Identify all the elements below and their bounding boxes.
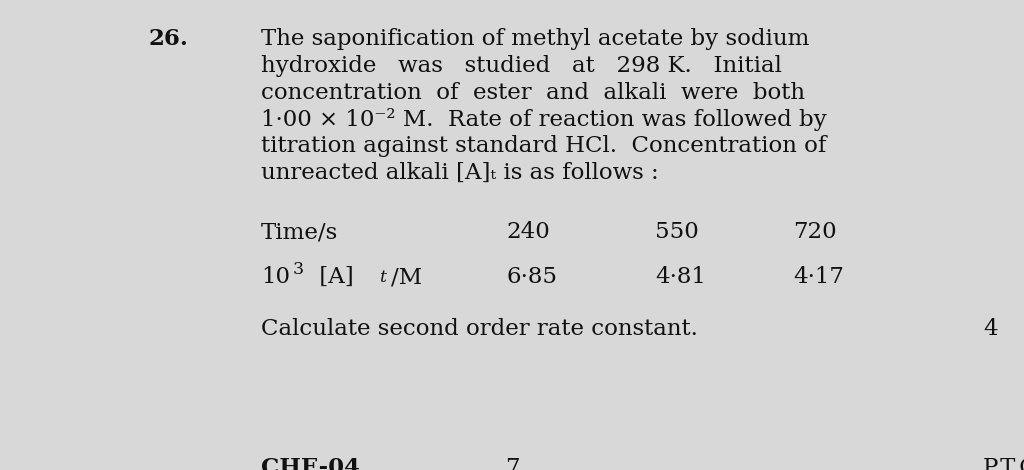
- Text: /M: /M: [391, 266, 422, 288]
- Text: 4·17: 4·17: [794, 266, 845, 288]
- Text: 720: 720: [794, 221, 838, 243]
- Text: titration against standard HCl.  Concentration of: titration against standard HCl. Concentr…: [261, 135, 826, 157]
- Text: CHE-04: CHE-04: [261, 457, 360, 470]
- Text: 10: 10: [261, 266, 290, 288]
- Text: Calculate second order rate constant.: Calculate second order rate constant.: [261, 318, 698, 340]
- Text: 4·81: 4·81: [655, 266, 707, 288]
- Text: The saponification of methyl acetate by sodium: The saponification of methyl acetate by …: [261, 28, 810, 50]
- Text: 550: 550: [655, 221, 699, 243]
- Text: t: t: [379, 269, 386, 286]
- Text: 7: 7: [505, 457, 519, 470]
- Text: unreacted alkali [A]ₜ is as follows :: unreacted alkali [A]ₜ is as follows :: [261, 162, 658, 184]
- Text: P.T.O: P.T.O: [983, 457, 1024, 470]
- Text: 240: 240: [507, 221, 551, 243]
- Text: 26.: 26.: [148, 28, 188, 50]
- Text: 6·85: 6·85: [507, 266, 558, 288]
- Text: Time/s: Time/s: [261, 221, 338, 243]
- Text: [A]: [A]: [312, 266, 354, 288]
- Text: 3: 3: [293, 261, 304, 278]
- Text: concentration  of  ester  and  alkali  were  both: concentration of ester and alkali were b…: [261, 82, 805, 104]
- Text: 4: 4: [983, 318, 997, 340]
- Text: hydroxide   was   studied   at   298 K.   Initial: hydroxide was studied at 298 K. Initial: [261, 55, 782, 77]
- Text: 1·00 × 10⁻² M.  Rate of reaction was followed by: 1·00 × 10⁻² M. Rate of reaction was foll…: [261, 109, 826, 132]
